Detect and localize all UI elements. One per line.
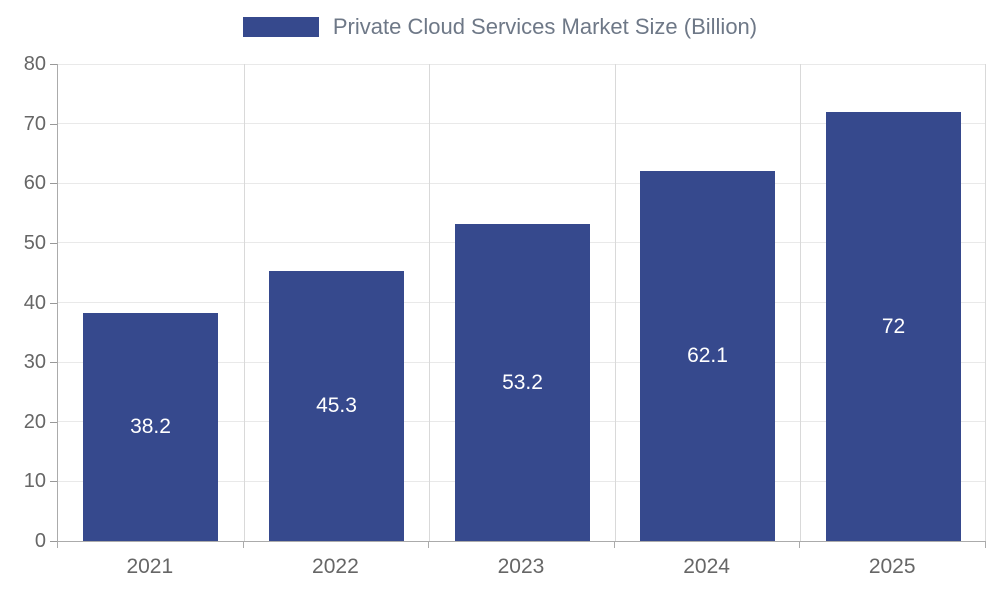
x-axis-tick-mark: [985, 542, 986, 548]
legend: Private Cloud Services Market Size (Bill…: [0, 14, 1000, 40]
y-axis-tick-label: 30: [23, 351, 46, 374]
x-axis-label: 2022: [312, 555, 359, 578]
y-axis-tick-mark: [50, 421, 57, 423]
y-axis-tick-mark: [50, 302, 57, 304]
bar-2024: 62.1: [640, 171, 775, 541]
y-axis-tick-label: 40: [23, 291, 46, 314]
gridline-vertical: [244, 64, 245, 541]
y-axis-tick-mark: [50, 481, 57, 483]
gridline-horizontal: [58, 182, 986, 184]
bar-2021: 38.2: [83, 313, 218, 541]
y-axis-tick-mark: [50, 541, 57, 542]
y-axis-tick-mark: [50, 362, 57, 364]
gridline-horizontal: [58, 123, 986, 125]
bar-2022: 45.3: [269, 271, 404, 541]
x-axis-label: 2023: [497, 555, 545, 578]
y-axis-tick-mark: [50, 242, 57, 244]
y-axis-tick-label: 80: [23, 53, 46, 75]
y-axis-tick-label: 70: [23, 112, 46, 135]
gridline-vertical: [985, 64, 986, 541]
gridline-vertical: [800, 64, 801, 541]
x-axis-label: 2025: [868, 555, 916, 578]
y-axis-tick-label: 0: [34, 530, 46, 552]
x-axis-tick-mark: [614, 542, 615, 548]
chart-title[interactable]: Private Cloud Services Market Size (Bill…: [332, 14, 758, 39]
y-axis-tick-mark: [50, 183, 57, 185]
x-axis-label: 2021: [126, 555, 174, 578]
bar-value-label: 62.1: [687, 344, 728, 367]
x-axis-tick-mark: [57, 542, 58, 548]
y-axis-tick-label: 20: [23, 410, 46, 433]
legend-swatch[interactable]: [242, 17, 319, 37]
y-axis-tick-mark: [50, 123, 57, 125]
bar-value-label: 38.2: [130, 415, 171, 438]
x-axis-tick-mark: [428, 542, 429, 548]
y-axis-tick-label: 60: [23, 172, 46, 195]
bar-2023: 53.2: [455, 224, 590, 541]
gridline-vertical: [429, 64, 430, 541]
x-axis-label: 2024: [683, 555, 730, 578]
y-axis-tick-label: 10: [23, 470, 46, 493]
y-axis-tick-mark: [50, 64, 57, 65]
gridline-horizontal: [58, 63, 986, 65]
plot-area: 38.2 45.3 53.2 62.1 72: [57, 63, 986, 542]
x-axis-tick-mark: [243, 542, 244, 548]
x-axis-tick-mark: [799, 542, 800, 548]
gridline-vertical: [615, 64, 616, 541]
bar-value-label: 45.3: [316, 394, 357, 417]
bar-value-label: 72: [881, 314, 906, 338]
bar-2025: 72: [826, 112, 961, 541]
y-axis-tick-label: 50: [23, 231, 46, 254]
bar-value-label: 53.2: [502, 370, 543, 394]
